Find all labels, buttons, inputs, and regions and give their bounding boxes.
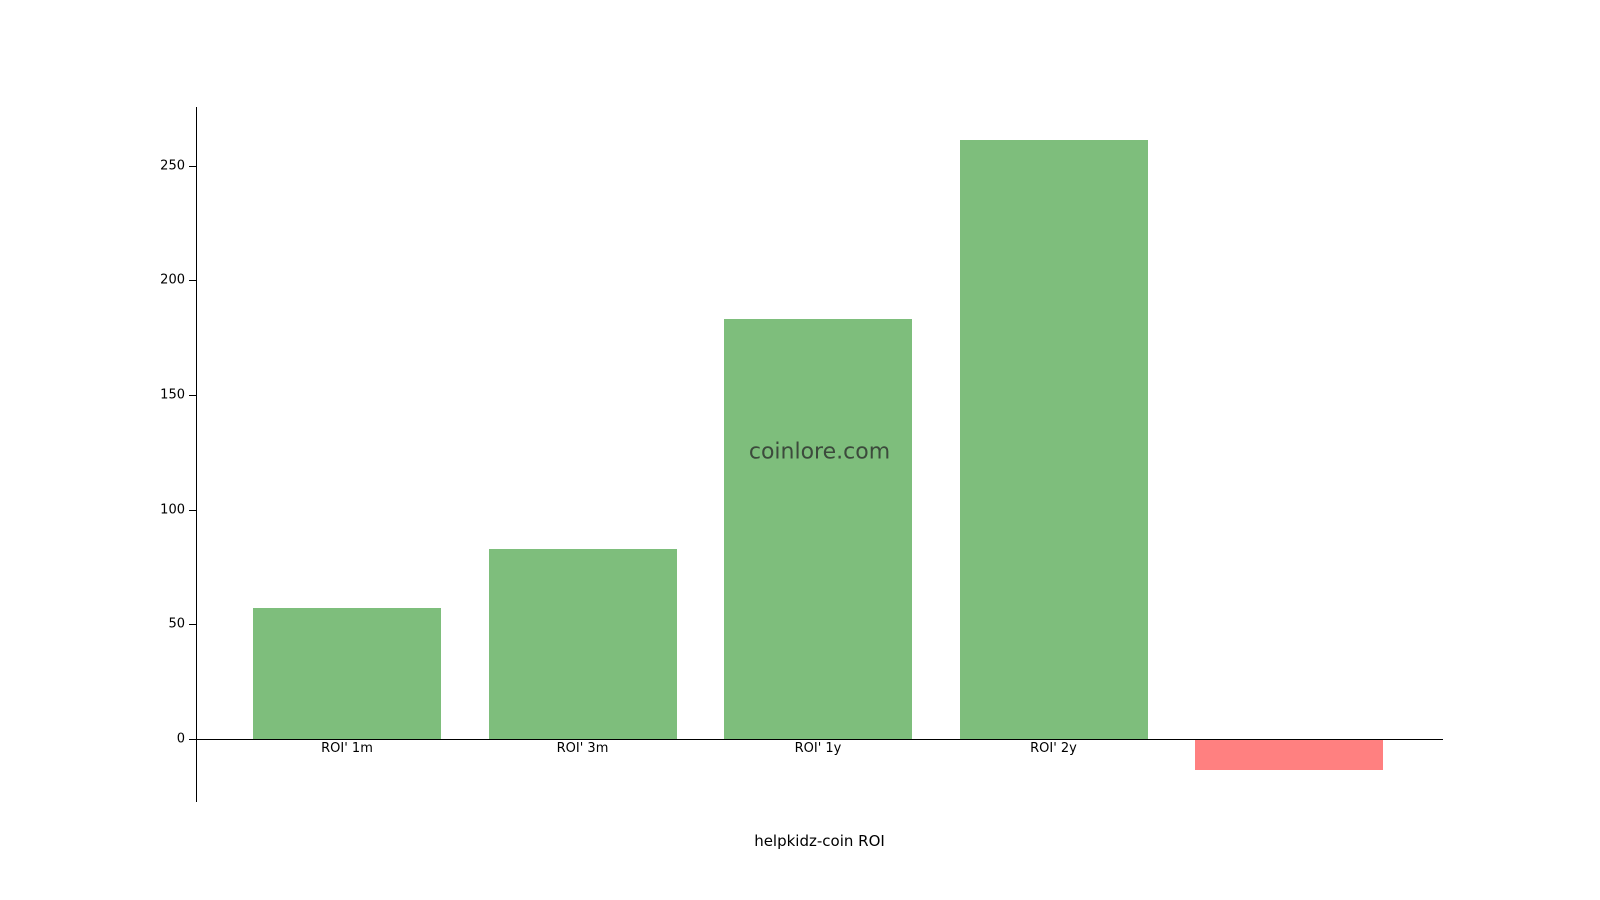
bar [724,319,912,739]
x-tick-label: ROI' 1y [794,741,842,756]
y-tick-label: 150 [160,387,185,403]
y-tick-mark [189,509,196,511]
y-tick-mark [189,280,196,282]
x-tick-label: ROI' 2y [1030,741,1077,756]
bar [959,140,1148,739]
y-tick-mark [189,624,196,626]
y-tick-label: 50 [168,616,185,632]
y-tick-mark [189,394,196,396]
x-tick-label: ROI' 3m [556,741,609,756]
x-axis-zero-line [196,739,1443,740]
bar [488,548,677,739]
y-tick-mark [189,739,196,740]
y-tick-mark [189,165,196,167]
y-tick-label: 100 [160,502,185,518]
bar [253,608,441,739]
x-tick-label: ROI' 1m [321,741,373,756]
bar [1195,740,1383,770]
y-axis-spine [196,107,197,802]
y-tick-label: 250 [160,158,185,173]
chart-title: helpkidz-coin ROI [754,832,885,850]
y-tick-label: 0 [176,731,185,747]
watermark-text: coinlore.com [748,439,891,465]
y-tick-label: 200 [160,272,185,288]
